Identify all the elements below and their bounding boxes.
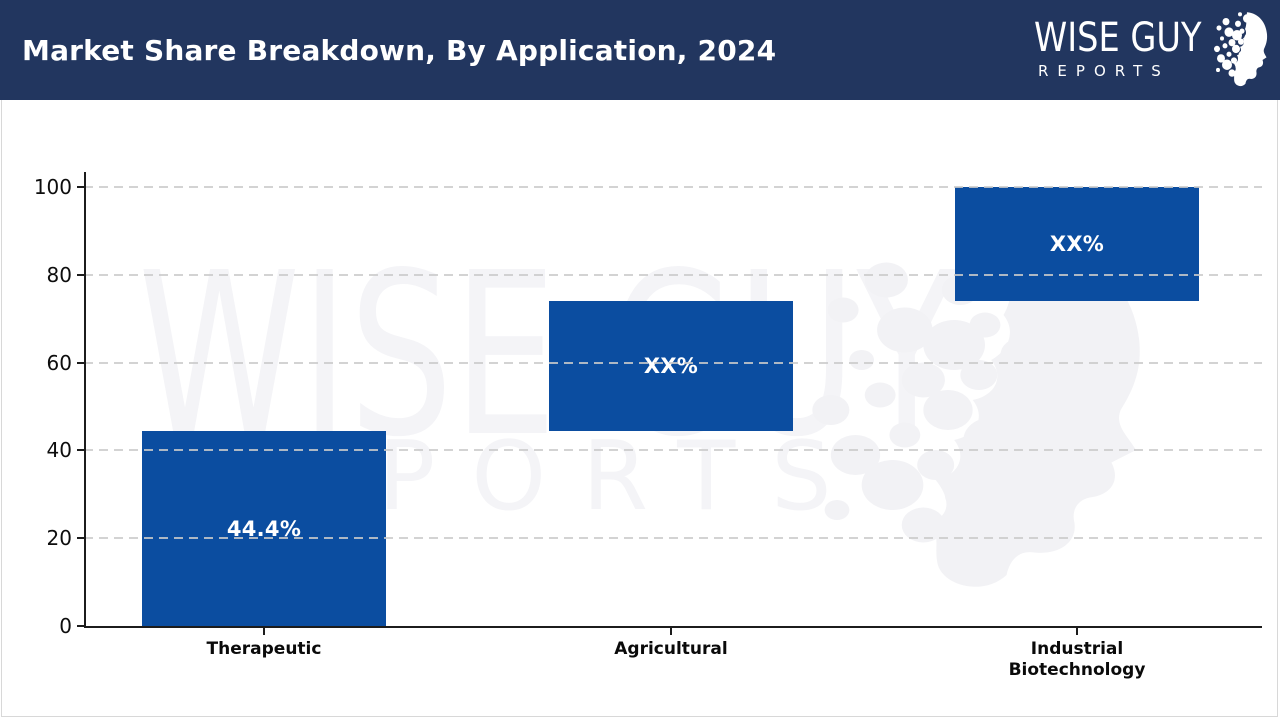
logo-subtext: REPORTS [1038, 62, 1170, 80]
bar-industrial-biotechnology: XX% [955, 187, 1199, 302]
bar-value-label: XX% [643, 354, 699, 379]
y-tick-label-40: 40 [46, 438, 72, 463]
y-tick-label-100: 100 [33, 175, 72, 199]
page-title: Market Share Breakdown, By Application, … [22, 33, 777, 67]
bar-therapeutic: 44.4% [142, 431, 386, 626]
gridline-40 [84, 449, 1262, 452]
x-axis-line [84, 626, 1262, 628]
category-label-1: Agricultural [614, 639, 728, 659]
bar-value-label: XX% [1049, 232, 1105, 257]
header-bar: Market Share Breakdown, By Application, … [0, 0, 1280, 100]
watermark-wordmark: WISE GUY [138, 225, 957, 487]
y-tick-label-20: 20 [46, 526, 72, 551]
logo-wordmark: WISE GUY [1034, 15, 1202, 61]
x-tick-2 [1076, 628, 1078, 635]
y-tick-100 [77, 186, 84, 188]
y-tick-60 [77, 361, 84, 364]
chart-area: WISE GUY REPORTS 0 20 40 60 80 100 44.4% Therap… [0, 100, 1280, 720]
gridline-100 [84, 186, 1262, 188]
gridline-60 [84, 361, 1262, 364]
category-label-0: Therapeutic [206, 639, 322, 659]
y-tick-label-80: 80 [46, 262, 72, 287]
x-tick-0 [263, 628, 265, 635]
y-tick-label-60: 60 [46, 350, 72, 375]
y-tick-40 [77, 449, 84, 452]
logo-face-icon [1214, 12, 1268, 87]
x-tick-1 [670, 628, 672, 635]
y-tick-label-0: 0 [59, 614, 72, 638]
brand-logo: WISE GUY REPORTS [1022, 4, 1272, 96]
bar-value-label: 44.4% [226, 516, 302, 541]
y-tick-20 [77, 537, 84, 540]
y-axis-line [84, 172, 86, 628]
y-tick-80 [77, 273, 84, 276]
bar-agricultural: XX% [549, 301, 793, 432]
category-label-2: Industrial Biotechnology [1008, 639, 1146, 681]
gridline-80 [84, 273, 1262, 276]
gridline-20 [84, 537, 1262, 540]
plot-region: 0 20 40 60 80 100 44.4% Therapeutic XX% Agricultu… [0, 100, 1280, 720]
y-tick-0 [77, 625, 84, 627]
